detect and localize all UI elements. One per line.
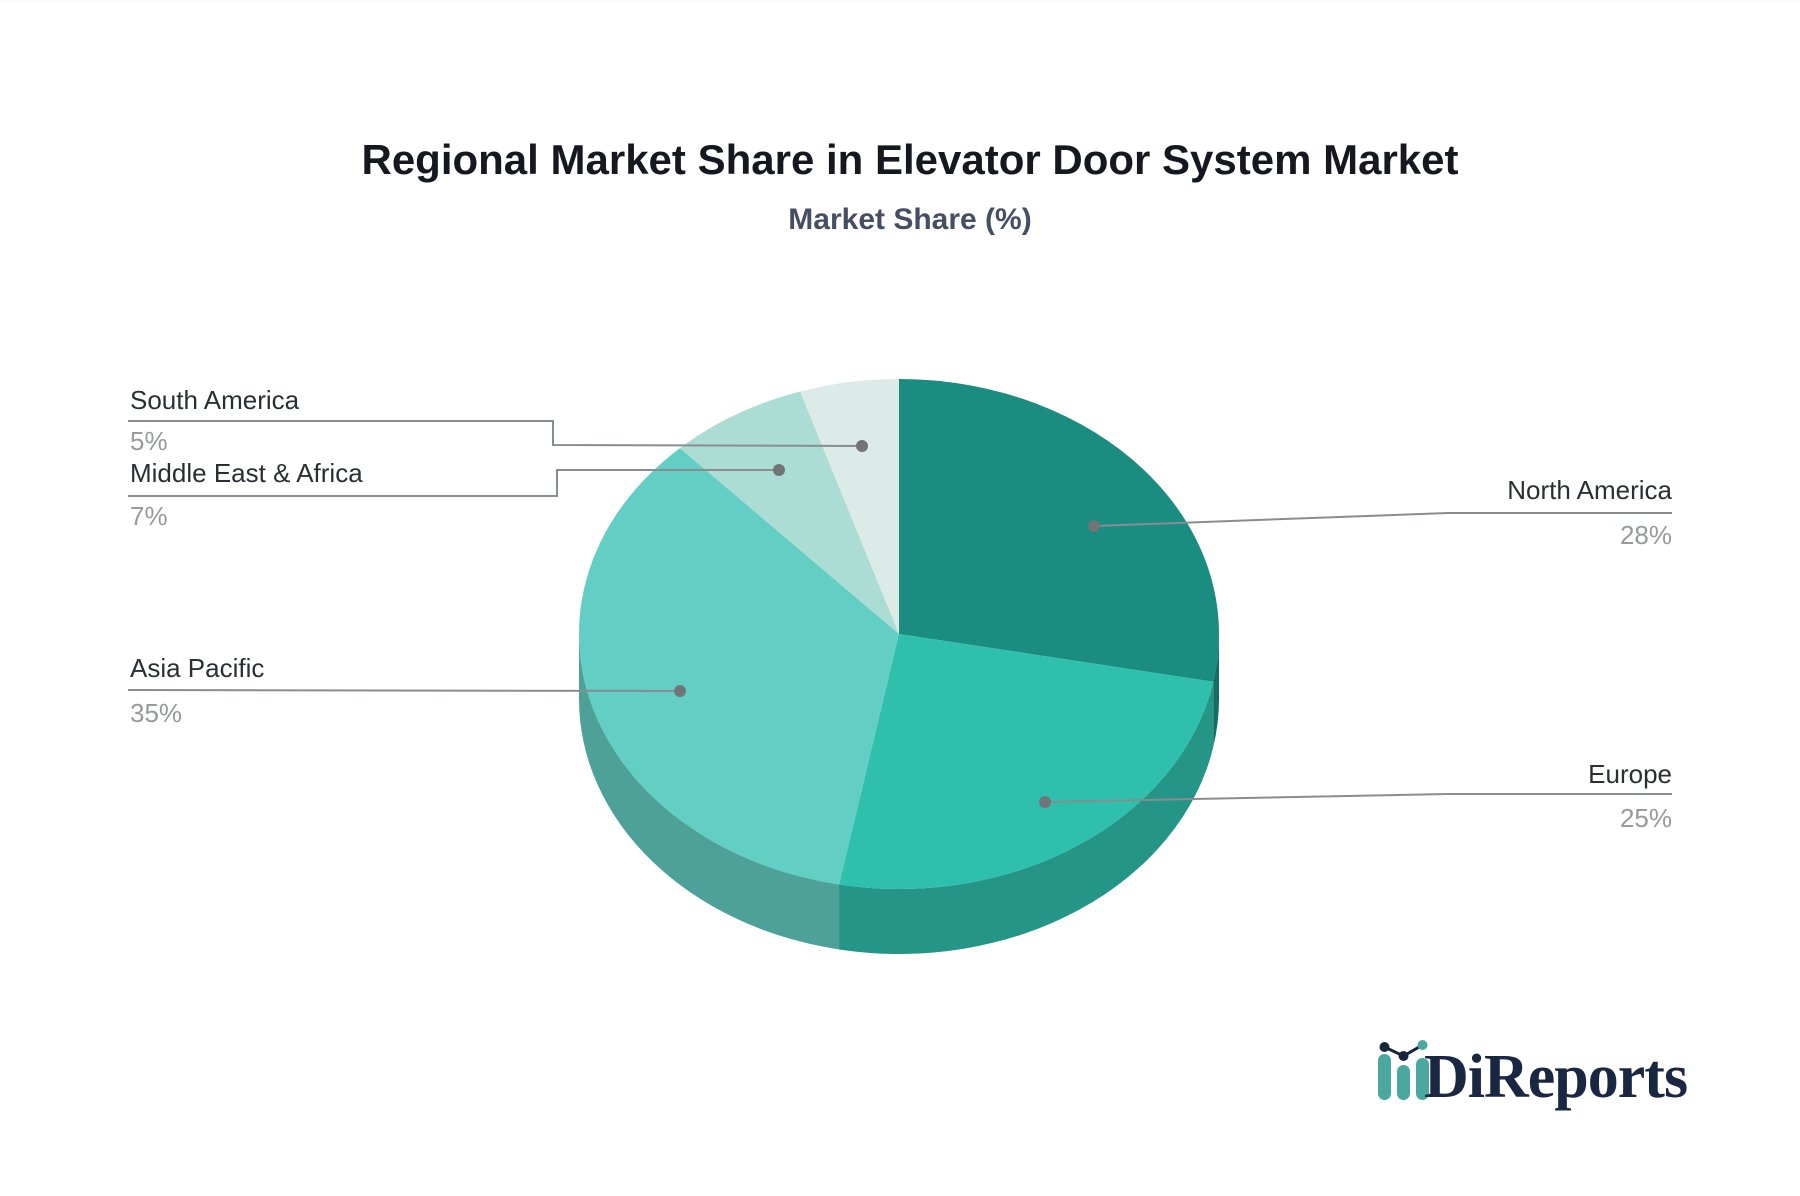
pie-3d-sides (579, 634, 1219, 954)
slice-label-south-america: South America (130, 385, 300, 415)
slice-value-north-america: 28% (1620, 520, 1672, 550)
pie-slice-south-america[interactable] (800, 379, 899, 634)
pie-slice-asia-pacific-side (579, 634, 840, 950)
leader-line-asia-pacific (127, 689, 681, 692)
leader-dot-middle-east-africa (773, 464, 785, 476)
bar-line-chart-icon (1378, 1040, 1429, 1100)
logo-text: DiReports (1424, 1043, 1687, 1111)
pie-slice-north-america[interactable] (899, 379, 1219, 682)
leader-dot-asia-pacific (674, 685, 686, 697)
slice-label-asia-pacific: Asia Pacific (130, 653, 264, 683)
slice-value-europe: 25% (1620, 803, 1672, 833)
slice-label-europe: Europe (1588, 759, 1672, 789)
leader-line-europe (1044, 793, 1672, 803)
slice-value-asia-pacific: 35% (130, 698, 182, 728)
pie-slice-north-america-side (1213, 634, 1219, 747)
pie-slice-asia-pacific[interactable] (579, 448, 899, 885)
pie-slice-europe[interactable] (839, 634, 1214, 890)
leader-dot-north-america (1088, 520, 1100, 532)
slice-labels: North America 28% Europe 25% Asia Pacific 35%… (127, 385, 1673, 833)
leader-line-middle-east-africa (128, 469, 779, 497)
pie-slices (579, 379, 1219, 890)
leader-line-north-america (1093, 512, 1672, 527)
slice-label-middle-east-africa: Middle East & Africa (130, 458, 363, 488)
direports-logo[interactable]: DiReports (1378, 1040, 1688, 1111)
slice-value-south-america: 5% (130, 426, 168, 456)
leader-dot-south-america (856, 440, 868, 452)
pie-slice-europe-side (839, 681, 1214, 954)
chart-title: Regional Market Share in Elevator Door S… (361, 136, 1458, 183)
leader-line-south-america (128, 420, 863, 447)
pie-slice-middle-east-africa[interactable] (679, 391, 899, 634)
slice-label-north-america: North America (1507, 475, 1672, 505)
chart-subtitle: Market Share (%) (788, 203, 1031, 236)
leader-dot-europe (1039, 796, 1051, 808)
slice-value-middle-east-africa: 7% (130, 501, 168, 531)
